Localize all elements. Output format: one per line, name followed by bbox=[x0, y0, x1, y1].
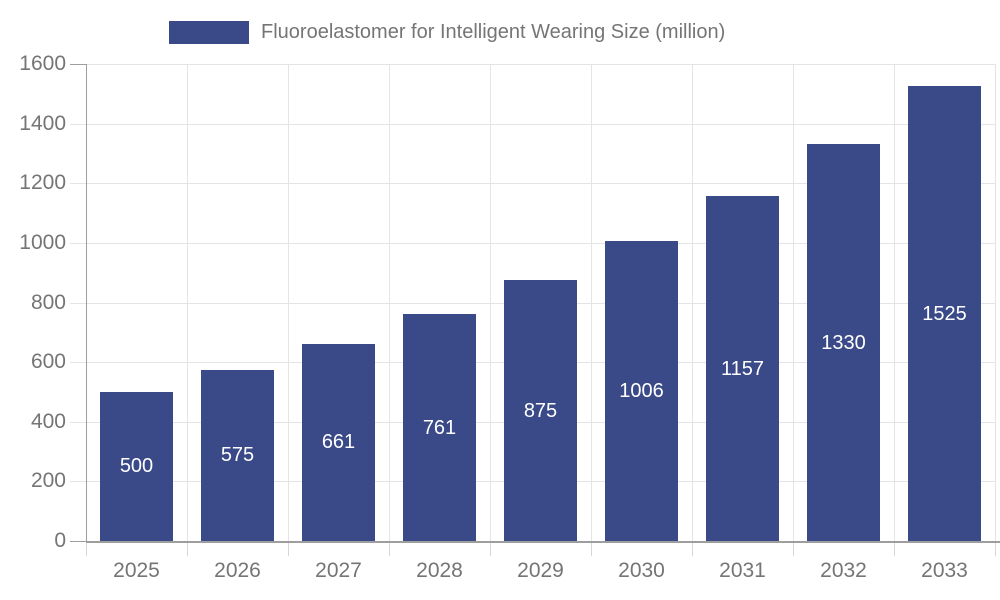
y-axis-tick bbox=[70, 64, 86, 65]
x-axis-tick bbox=[86, 541, 87, 556]
x-axis-tick bbox=[187, 541, 188, 556]
y-axis-tick-label: 1400 bbox=[19, 111, 66, 135]
gridline-v bbox=[490, 64, 491, 541]
gridline-h bbox=[86, 183, 995, 185]
bar-2033: 1525 bbox=[908, 86, 981, 541]
y-axis-tick-label: 400 bbox=[30, 409, 66, 433]
y-axis-tick-label: 200 bbox=[30, 469, 66, 493]
x-axis-category-label: 2033 bbox=[921, 559, 968, 582]
x-axis-category-label: 2032 bbox=[820, 559, 867, 582]
bar-2026: 575 bbox=[201, 369, 274, 541]
bar-value-label: 661 bbox=[321, 431, 356, 454]
x-axis-tick bbox=[793, 541, 794, 556]
y-axis-tick bbox=[70, 481, 86, 483]
x-axis-tick bbox=[591, 541, 592, 556]
gridline-v bbox=[692, 64, 693, 541]
bar-value-label: 1330 bbox=[821, 331, 866, 354]
y-axis-tick bbox=[70, 362, 86, 364]
gridline-h bbox=[86, 64, 995, 65]
legend-swatch bbox=[169, 21, 249, 44]
y-axis-tick bbox=[70, 421, 86, 423]
gridline-v bbox=[187, 64, 188, 541]
y-axis-tick bbox=[70, 302, 86, 304]
y-axis-tick bbox=[70, 242, 86, 244]
gridline-v bbox=[288, 64, 289, 541]
bar-value-label: 575 bbox=[220, 444, 255, 467]
y-axis-line bbox=[86, 64, 87, 541]
x-axis-category-label: 2028 bbox=[416, 559, 463, 582]
y-axis-tick-label: 0 bbox=[54, 529, 66, 552]
gridline-h bbox=[86, 123, 995, 125]
x-axis-category-label: 2031 bbox=[719, 559, 766, 582]
gridline-v bbox=[793, 64, 794, 541]
y-axis-tick-label: 1000 bbox=[19, 230, 66, 254]
legend-label: Fluoroelastomer for Intelligent Wearing … bbox=[261, 21, 726, 43]
x-axis-line bbox=[86, 541, 1000, 543]
y-axis-tick bbox=[70, 541, 86, 542]
x-axis-tick bbox=[288, 541, 289, 556]
gridline-v bbox=[894, 64, 895, 541]
bar-value-label: 1006 bbox=[619, 380, 664, 403]
x-axis-tick bbox=[692, 541, 693, 556]
bar-value-label: 761 bbox=[422, 416, 457, 439]
x-axis-category-label: 2027 bbox=[315, 559, 362, 582]
x-axis-tick bbox=[894, 541, 895, 556]
y-axis-tick-label: 1600 bbox=[19, 52, 66, 75]
gridline-v bbox=[389, 64, 390, 541]
x-axis-tick bbox=[995, 541, 996, 556]
bar-2031: 1157 bbox=[706, 196, 779, 541]
bar-2027: 661 bbox=[302, 343, 375, 541]
x-axis-category-label: 2026 bbox=[214, 559, 261, 582]
bar-2028: 761 bbox=[403, 314, 476, 541]
bar-value-label: 500 bbox=[119, 455, 154, 478]
gridline-v bbox=[591, 64, 592, 541]
gridline-v bbox=[995, 64, 996, 541]
y-axis-tick bbox=[70, 183, 86, 185]
x-axis-category-label: 2025 bbox=[113, 559, 160, 582]
bar-2029: 875 bbox=[504, 280, 577, 541]
y-axis-tick-label: 600 bbox=[30, 350, 66, 374]
x-axis-category-label: 2030 bbox=[618, 559, 665, 582]
bar-value-label: 1525 bbox=[922, 302, 967, 325]
y-axis-tick-label: 800 bbox=[30, 290, 66, 314]
y-axis-tick bbox=[70, 123, 86, 125]
gridline-h bbox=[86, 242, 995, 244]
x-axis-tick bbox=[389, 541, 390, 556]
bar-value-label: 875 bbox=[523, 399, 558, 422]
bar-2032: 1330 bbox=[807, 144, 880, 541]
x-axis-category-label: 2029 bbox=[517, 559, 564, 582]
bar-2030: 1006 bbox=[605, 241, 678, 541]
bar-2025: 500 bbox=[100, 391, 173, 541]
x-axis-tick bbox=[490, 541, 491, 556]
bar-value-label: 1157 bbox=[720, 357, 764, 380]
y-axis-tick-label: 1200 bbox=[19, 171, 66, 195]
